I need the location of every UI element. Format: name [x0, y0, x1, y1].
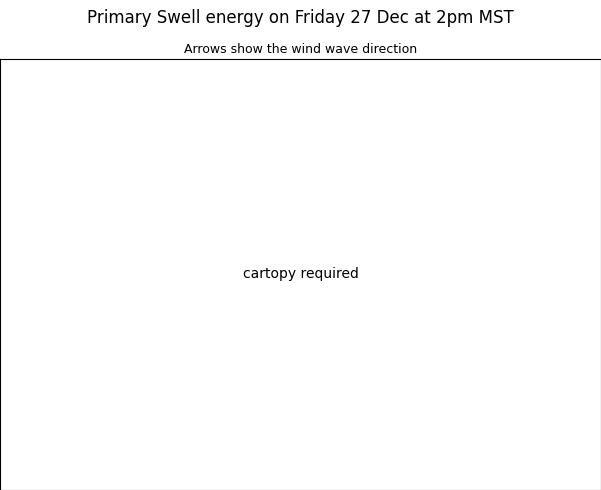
Text: cartopy required: cartopy required [243, 268, 358, 281]
Text: Arrows show the wind wave direction: Arrows show the wind wave direction [184, 43, 417, 56]
Text: Primary Swell energy on Friday 27 Dec at 2pm MST: Primary Swell energy on Friday 27 Dec at… [87, 9, 514, 27]
